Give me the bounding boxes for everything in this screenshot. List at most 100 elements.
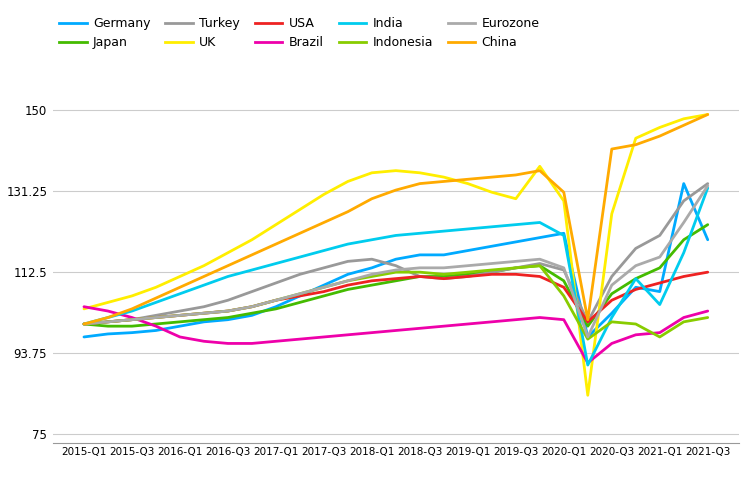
India	[655, 302, 664, 308]
UK	[415, 170, 425, 176]
Germany	[631, 284, 640, 290]
Germany	[247, 312, 256, 318]
USA	[607, 297, 616, 303]
Turkey	[152, 312, 161, 318]
India	[247, 267, 256, 273]
Indonesia	[679, 319, 688, 325]
Eurozone	[440, 265, 449, 271]
Germany	[463, 247, 472, 253]
India	[415, 230, 425, 236]
Germany	[535, 235, 544, 241]
Eurozone	[415, 265, 425, 271]
Brazil	[463, 321, 472, 327]
China	[320, 219, 329, 225]
Line: Brazil: Brazil	[84, 307, 708, 363]
UK	[440, 174, 449, 180]
Japan	[703, 222, 713, 228]
Germany	[415, 252, 425, 258]
Germany	[655, 289, 664, 295]
USA	[631, 286, 640, 292]
Brazil	[703, 308, 713, 314]
Turkey	[607, 274, 616, 279]
Indonesia	[320, 284, 329, 290]
Germany	[127, 330, 136, 336]
India	[320, 247, 329, 253]
USA	[247, 304, 256, 309]
Japan	[631, 276, 640, 281]
China	[103, 314, 112, 320]
USA	[584, 319, 593, 325]
India	[535, 219, 544, 225]
Japan	[343, 286, 352, 292]
Eurozone	[391, 267, 400, 273]
Indonesia	[487, 267, 496, 273]
Indonesia	[247, 304, 256, 309]
Indonesia	[440, 272, 449, 277]
India	[343, 241, 352, 247]
India	[199, 282, 208, 288]
Germany	[79, 334, 88, 340]
Japan	[487, 269, 496, 275]
Brazil	[607, 340, 616, 346]
Eurozone	[463, 263, 472, 269]
Turkey	[584, 319, 593, 325]
India	[607, 314, 616, 320]
UK	[152, 284, 161, 290]
UK	[223, 250, 232, 256]
Line: Eurozone: Eurozone	[84, 186, 708, 337]
India	[487, 224, 496, 230]
India	[296, 254, 305, 260]
Germany	[584, 334, 593, 340]
Eurozone	[271, 297, 280, 303]
Germany	[320, 282, 329, 288]
Japan	[296, 300, 305, 306]
Line: China: China	[84, 115, 708, 324]
Indonesia	[223, 308, 232, 314]
USA	[79, 321, 88, 327]
China	[415, 181, 425, 186]
UK	[559, 198, 569, 204]
India	[440, 228, 449, 234]
Turkey	[223, 297, 232, 303]
Japan	[679, 237, 688, 243]
Germany	[440, 252, 449, 258]
Germany	[343, 272, 352, 277]
Turkey	[247, 289, 256, 295]
UK	[703, 112, 713, 118]
India	[103, 314, 112, 320]
Japan	[176, 319, 185, 325]
Brazil	[320, 334, 329, 340]
Japan	[223, 314, 232, 320]
UK	[199, 263, 208, 269]
USA	[703, 269, 713, 275]
Brazil	[679, 314, 688, 320]
USA	[199, 310, 208, 316]
Brazil	[152, 323, 161, 329]
UK	[103, 300, 112, 306]
Germany	[487, 243, 496, 249]
Japan	[391, 278, 400, 284]
Germany	[199, 319, 208, 325]
Indonesia	[631, 321, 640, 327]
China	[655, 133, 664, 139]
Turkey	[415, 274, 425, 279]
Turkey	[559, 267, 569, 273]
China	[343, 209, 352, 215]
Brazil	[127, 314, 136, 320]
India	[127, 308, 136, 314]
Germany	[296, 293, 305, 299]
Indonesia	[607, 319, 616, 325]
Brazil	[655, 330, 664, 336]
India	[511, 222, 520, 228]
India	[223, 274, 232, 279]
Turkey	[391, 263, 400, 269]
China	[703, 112, 713, 118]
Eurozone	[103, 319, 112, 325]
Brazil	[296, 336, 305, 342]
Japan	[152, 321, 161, 327]
USA	[440, 276, 449, 281]
India	[679, 250, 688, 256]
Indonesia	[296, 291, 305, 297]
Eurozone	[223, 308, 232, 314]
Line: USA: USA	[84, 272, 708, 324]
